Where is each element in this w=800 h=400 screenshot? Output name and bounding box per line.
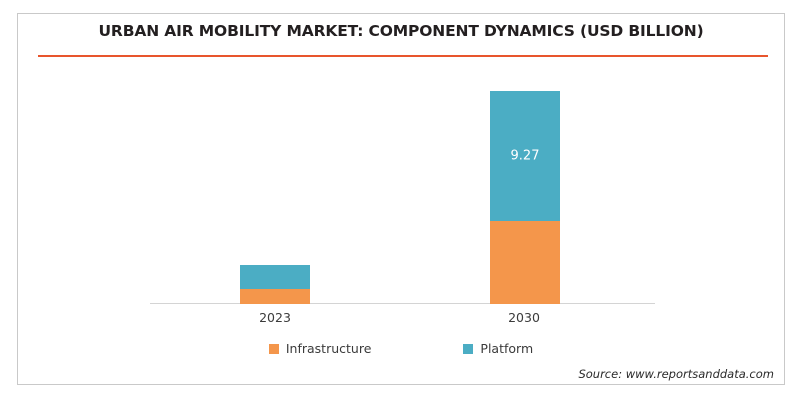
bar-segment-platform-2030[interactable]: 9.27 xyxy=(490,91,560,221)
x-tick-label-2023: 2023 xyxy=(259,310,291,325)
legend-item-infrastructure[interactable]: Infrastructure xyxy=(268,341,372,356)
bar-segment-infrastructure-2030[interactable] xyxy=(490,221,560,304)
plot-area: 9.27 xyxy=(150,70,655,304)
chart-title: URBAN AIR MOBILITY MARKET: COMPONENT DYN… xyxy=(98,22,704,40)
chart-legend: Infrastructure Platform xyxy=(17,341,785,356)
bar-group-2030[interactable]: 9.27 xyxy=(490,91,560,304)
title-divider xyxy=(38,55,768,57)
legend-swatch-icon-platform xyxy=(463,343,474,354)
bar-group-2023[interactable] xyxy=(240,265,310,304)
legend-label-platform: Platform xyxy=(480,341,534,356)
legend-item-platform[interactable]: Platform xyxy=(463,341,533,356)
bar-segment-platform-2023[interactable] xyxy=(240,265,310,289)
x-tick-label-2030: 2030 xyxy=(508,310,540,325)
legend-swatch-icon-infrastructure xyxy=(268,343,279,354)
bar-label-platform-2030: 9.27 xyxy=(510,148,540,164)
legend-label-infrastructure: Infrastructure xyxy=(285,341,372,356)
bar-segment-infrastructure-2023[interactable] xyxy=(240,289,310,304)
x-axis-line xyxy=(150,303,655,304)
source-attribution: Source: www.reportsanddata.com xyxy=(578,367,774,381)
